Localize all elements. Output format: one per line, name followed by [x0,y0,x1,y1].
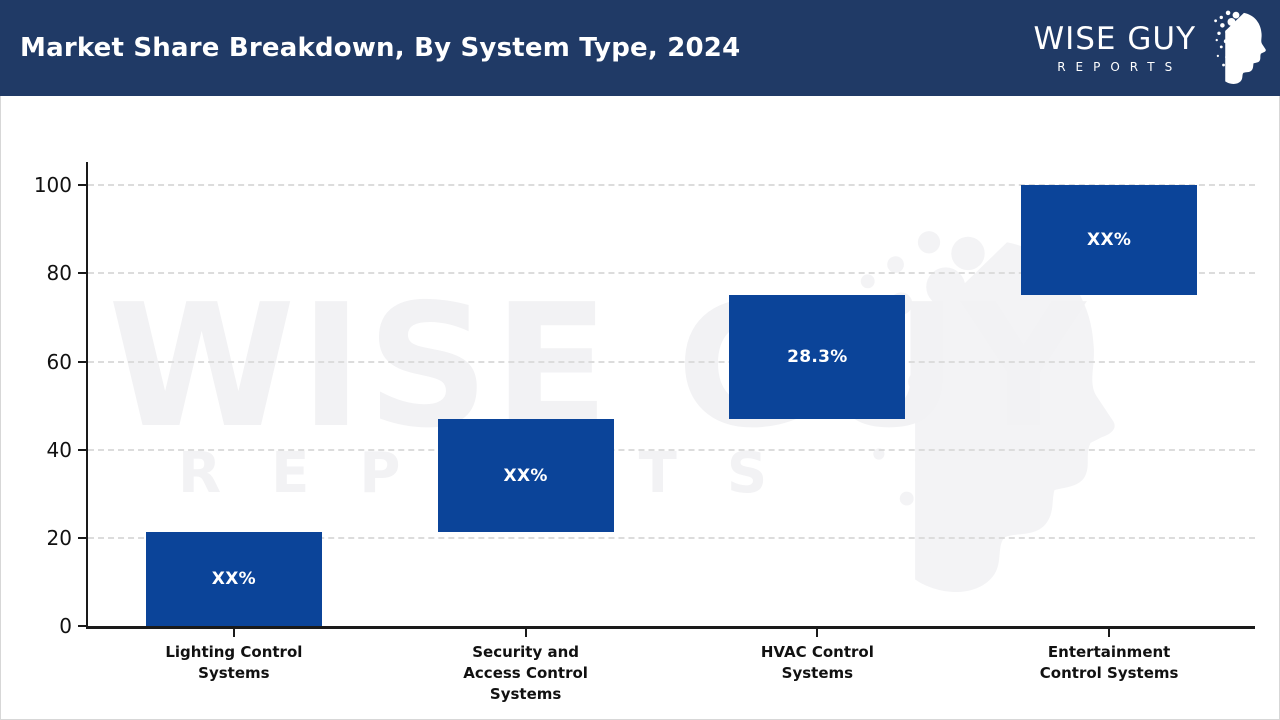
y-axis-tick [78,625,86,627]
y-axis-tick [78,536,86,539]
plot-area: 0 20 40 60 80 100 XX% Lighting Control Systems XX… [34,150,1255,703]
y-axis-tick-label: 80 [46,261,72,286]
x-axis-tick [524,629,527,637]
x-axis-category-label: Lighting Control Systems [165,643,303,682]
gridline [88,272,1255,275]
y-axis-tick-label: 100 [33,173,72,198]
wiseguy-face-icon [1214,10,1266,85]
bar-segment: XX% [1021,185,1198,295]
x-axis-category-label: HVAC Control Systems [760,643,874,682]
page-title: Market Share Breakdown, By System Type, … [20,33,741,63]
y-axis-tick-label: 60 [46,349,72,374]
x-axis-tick [816,629,819,637]
gridline [88,360,1255,363]
bar-value-label: XX% [503,465,548,486]
y-axis-tick [78,448,86,451]
x-axis-tick [232,629,235,637]
bar-segment: XX% [145,532,322,626]
x-axis-category-label: Security and Access Control Systems [463,643,588,703]
gridline [88,536,1255,539]
bar-segment: 28.3% [729,294,906,420]
gridline [88,448,1255,451]
gridline [88,184,1255,187]
x-axis-tick [1108,629,1111,637]
wiseguy-logo: WISE GUY REPORTS [1033,7,1280,89]
y-axis-spine [86,162,88,629]
y-axis-tick-label: 40 [46,437,72,462]
x-axis-spine [86,626,1255,629]
bar-value-label: 28.3% [787,346,848,367]
y-axis-tick [78,272,86,275]
bar-segment: XX% [437,419,614,533]
y-axis-tick-label: 0 [59,614,72,638]
bar-value-label: XX% [211,569,256,590]
x-axis-category-label: Entertainment Control Systems [1039,643,1179,682]
header-bar: Market Share Breakdown, By System Type, … [0,0,1280,96]
y-axis-tick-label: 20 [46,525,72,550]
y-axis-tick [78,360,86,363]
logo-text: WISE GUY REPORTS [1033,20,1196,74]
logo-subtitle: REPORTS [1057,59,1183,74]
logo-wordmark: WISE GUY [1033,20,1196,57]
bar-value-label: XX% [1087,229,1132,250]
y-axis-tick [78,184,86,187]
